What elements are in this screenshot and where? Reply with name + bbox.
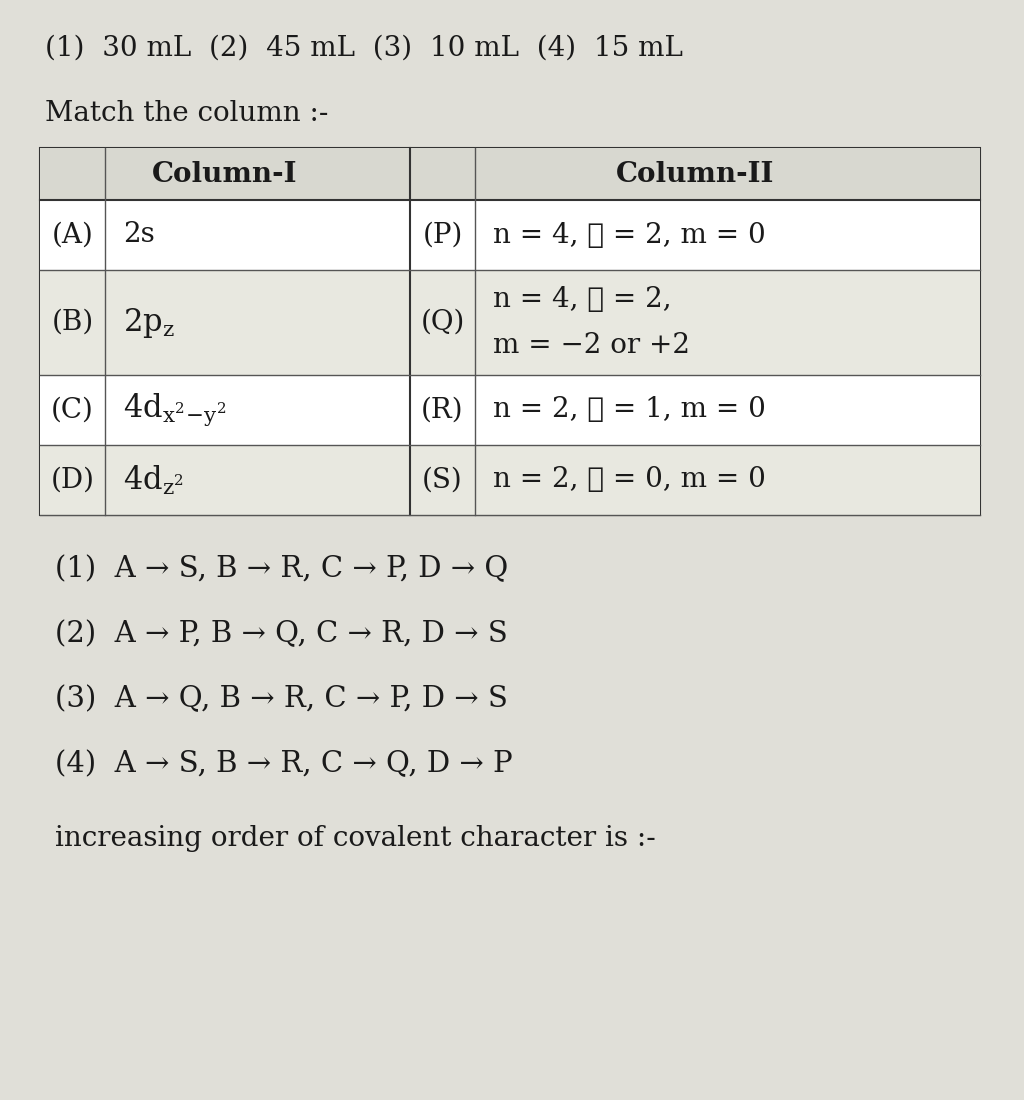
Text: 2s: 2s [123,221,155,249]
Bar [40,200,980,270]
Bar [40,148,980,200]
Text: Column-I: Column-I [153,161,298,187]
Text: (B): (B) [51,309,93,336]
Text: (1)  A → S, B → R, C → P, D → Q: (1) A → S, B → R, C → P, D → Q [55,556,508,583]
Text: Column-II: Column-II [615,161,774,187]
Text: n = 4, ℓ = 2,: n = 4, ℓ = 2, [493,286,672,312]
Text: m = −2 or +2: m = −2 or +2 [493,332,690,359]
Text: Match the column :-: Match the column :- [45,100,329,126]
Bar [40,375,980,446]
Text: (4)  A → S, B → R, C → Q, D → P: (4) A → S, B → R, C → Q, D → P [55,750,513,778]
Text: (R): (R) [421,396,464,424]
Text: (P): (P) [422,221,463,249]
Text: (A): (A) [51,221,93,249]
Text: $\mathregular{4d_{z^2}}$: $\mathregular{4d_{z^2}}$ [123,463,184,496]
Text: (S): (S) [422,466,463,494]
Bar [40,270,980,375]
Text: $\mathregular{2p_z}$: $\mathregular{2p_z}$ [123,306,175,340]
Text: (1)  30 mL  (2)  45 mL  (3)  10 mL  (4)  15 mL: (1) 30 mL (2) 45 mL (3) 10 mL (4) 15 mL [45,35,683,62]
Text: (C): (C) [51,396,94,424]
Bar [40,446,980,515]
Text: (D): (D) [50,466,94,494]
Text: n = 2, ℓ = 1, m = 0: n = 2, ℓ = 1, m = 0 [493,396,766,424]
Text: (Q): (Q) [420,309,465,336]
Text: increasing order of covalent character is :-: increasing order of covalent character i… [55,825,655,852]
Text: n = 2, ℓ = 0, m = 0: n = 2, ℓ = 0, m = 0 [493,466,766,494]
Text: n = 4, ℓ = 2, m = 0: n = 4, ℓ = 2, m = 0 [493,221,766,249]
Text: $\mathregular{4d_{x^2\!-\!y^2}}$: $\mathregular{4d_{x^2\!-\!y^2}}$ [123,392,226,428]
Text: (2)  A → P, B → Q, C → R, D → S: (2) A → P, B → Q, C → R, D → S [55,620,508,648]
Text: (3)  A → Q, B → R, C → P, D → S: (3) A → Q, B → R, C → P, D → S [55,685,508,713]
Bar [40,148,980,515]
